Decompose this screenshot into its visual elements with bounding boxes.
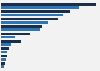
Bar	[1, 14, 63, 16]
Bar	[1, 55, 7, 57]
Bar	[1, 65, 4, 68]
Bar	[1, 58, 6, 61]
Bar	[1, 21, 48, 24]
Bar	[1, 6, 79, 9]
Bar	[1, 47, 9, 50]
Bar	[1, 3, 96, 6]
Bar	[1, 51, 7, 53]
Bar	[1, 40, 21, 43]
Bar	[1, 36, 15, 38]
Bar	[1, 62, 5, 65]
Bar	[1, 33, 30, 35]
Bar	[1, 28, 40, 31]
Bar	[1, 18, 58, 20]
Bar	[1, 10, 70, 13]
Bar	[1, 43, 11, 46]
Bar	[1, 25, 42, 28]
